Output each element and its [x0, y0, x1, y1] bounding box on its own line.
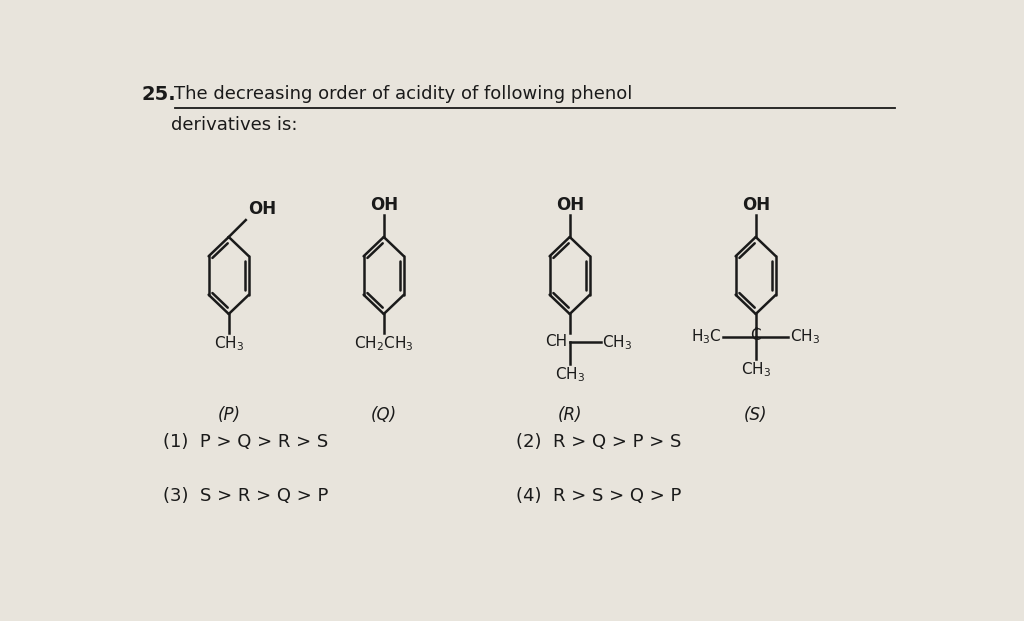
Text: (1)  P > Q > R > S: (1) P > Q > R > S	[163, 433, 328, 451]
Text: OH: OH	[556, 196, 584, 214]
Text: (Q): (Q)	[371, 406, 397, 424]
Text: (P): (P)	[217, 406, 241, 424]
Text: C: C	[751, 328, 761, 343]
Text: OH: OH	[370, 196, 397, 214]
Text: OH: OH	[741, 196, 770, 214]
Text: (S): (S)	[744, 406, 768, 424]
Text: 25.: 25.	[142, 84, 176, 104]
Text: (4)  R > S > Q > P: (4) R > S > Q > P	[515, 487, 681, 505]
Text: The decreasing order of acidity of following phenol: The decreasing order of acidity of follo…	[174, 84, 633, 102]
Text: (3)  S > R > Q > P: (3) S > R > Q > P	[163, 487, 329, 505]
Text: CH$_3$: CH$_3$	[790, 328, 820, 347]
Text: CH$_3$: CH$_3$	[555, 366, 585, 384]
Text: CH$_3$: CH$_3$	[602, 333, 633, 352]
Text: CH$_3$: CH$_3$	[214, 335, 244, 353]
Text: (R): (R)	[557, 406, 582, 424]
Text: OH: OH	[248, 200, 276, 218]
Text: CH$_2$CH$_3$: CH$_2$CH$_3$	[354, 335, 414, 353]
Text: H$_3$C: H$_3$C	[691, 328, 722, 347]
Text: derivatives is:: derivatives is:	[171, 116, 297, 134]
Text: CH: CH	[546, 334, 567, 349]
Text: (2)  R > Q > P > S: (2) R > Q > P > S	[515, 433, 681, 451]
Text: CH$_3$: CH$_3$	[740, 360, 771, 379]
